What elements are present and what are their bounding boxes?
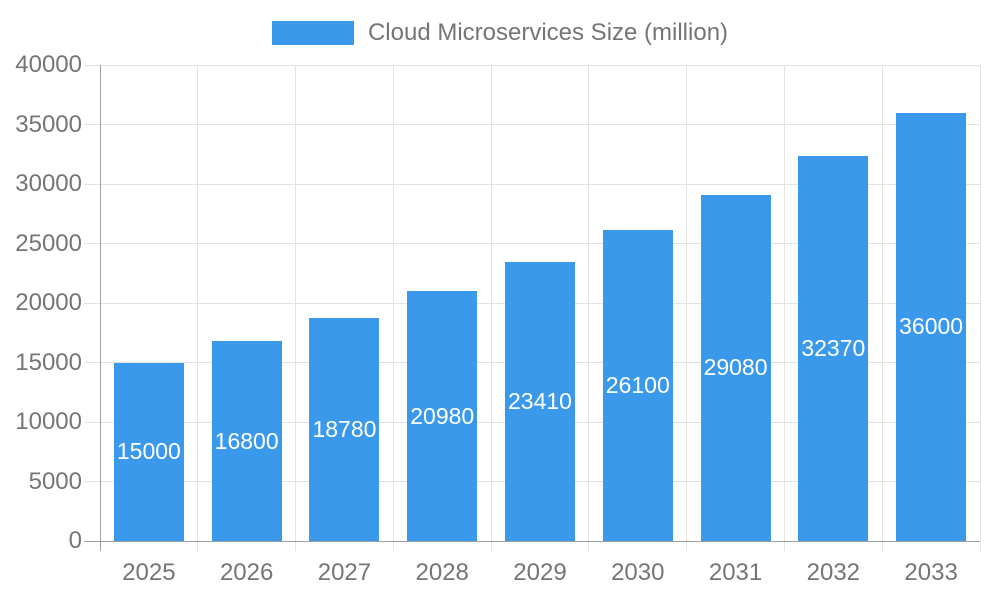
y-tick-label: 35000 [15,110,82,138]
bar[interactable]: 23410 [505,262,575,541]
y-tick [84,302,100,304]
bar[interactable]: 18780 [309,317,380,541]
x-tick-label: 2032 [806,559,861,586]
bar[interactable]: 32370 [798,155,869,541]
bar-value-label: 29080 [703,354,768,381]
y-tick [84,481,100,482]
x-tick-label: 2027 [317,559,372,586]
y-axis-line [99,65,101,551]
y-tick-label: 0 [68,527,82,554]
x-gridline [979,65,981,541]
x-tick [686,541,688,551]
x-gridline [392,65,394,541]
legend-label: Cloud Microservices Size (million) [367,19,729,46]
bar[interactable]: 15000 [113,362,184,541]
x-tick [295,541,297,551]
x-gridline [197,65,199,541]
bar-value-label: 16800 [214,427,279,454]
x-tick-label: 2031 [708,559,763,586]
x-tick-label: 2028 [415,559,469,586]
x-tick [588,541,590,551]
y-tick [84,124,100,125]
y-tick-label: 25000 [15,229,82,257]
x-gridline [881,65,883,541]
x-tick-label: 2033 [904,559,958,586]
x-tick [881,541,883,551]
x-tick [783,541,785,551]
y-tick-label: 15000 [15,348,82,376]
bar-value-label: 23410 [508,388,572,415]
bar[interactable]: 29080 [700,194,771,541]
bar[interactable]: 26100 [602,230,673,541]
bar-value-label: 36000 [899,313,964,340]
bar-value-label: 32370 [801,334,866,361]
bar[interactable]: 16800 [211,341,282,541]
y-tick [84,362,100,363]
legend-swatch-icon [271,21,354,45]
y-tick-label: 30000 [15,170,82,197]
y-tick-label: 20000 [15,289,82,316]
y-gridline [100,64,980,66]
y-tick [84,183,100,185]
x-gridline [783,65,785,541]
y-tick-label: 5000 [28,467,82,495]
x-tick-label: 2030 [611,559,665,586]
y-gridline [100,183,980,185]
x-gridline [686,65,688,541]
bar-value-label: 20980 [410,402,475,429]
x-gridline [490,65,492,541]
y-gridline [100,124,980,125]
x-gridline [588,65,590,541]
x-tick [490,541,492,551]
x-tick-label: 2029 [513,559,567,586]
x-gridline [295,65,297,541]
x-tick [197,541,199,551]
y-tick-label: 10000 [15,408,82,435]
bar[interactable]: 20980 [407,291,478,541]
y-tick-label: 40000 [15,51,82,78]
y-tick [84,243,100,244]
bar-value-label: 15000 [116,438,181,465]
y-tick [84,421,100,423]
bar-value-label: 18780 [312,415,377,442]
y-tick [84,64,100,66]
legend[interactable]: Cloud Microservices Size (million) [0,19,1000,47]
y-gridline [100,243,980,244]
bar[interactable]: 36000 [896,112,967,541]
x-tick-label: 2025 [122,559,176,586]
x-tick-label: 2026 [219,559,274,586]
x-tick [392,541,394,551]
bar-value-label: 26100 [605,372,670,399]
x-tick [979,541,981,551]
x-axis-line [84,540,980,542]
